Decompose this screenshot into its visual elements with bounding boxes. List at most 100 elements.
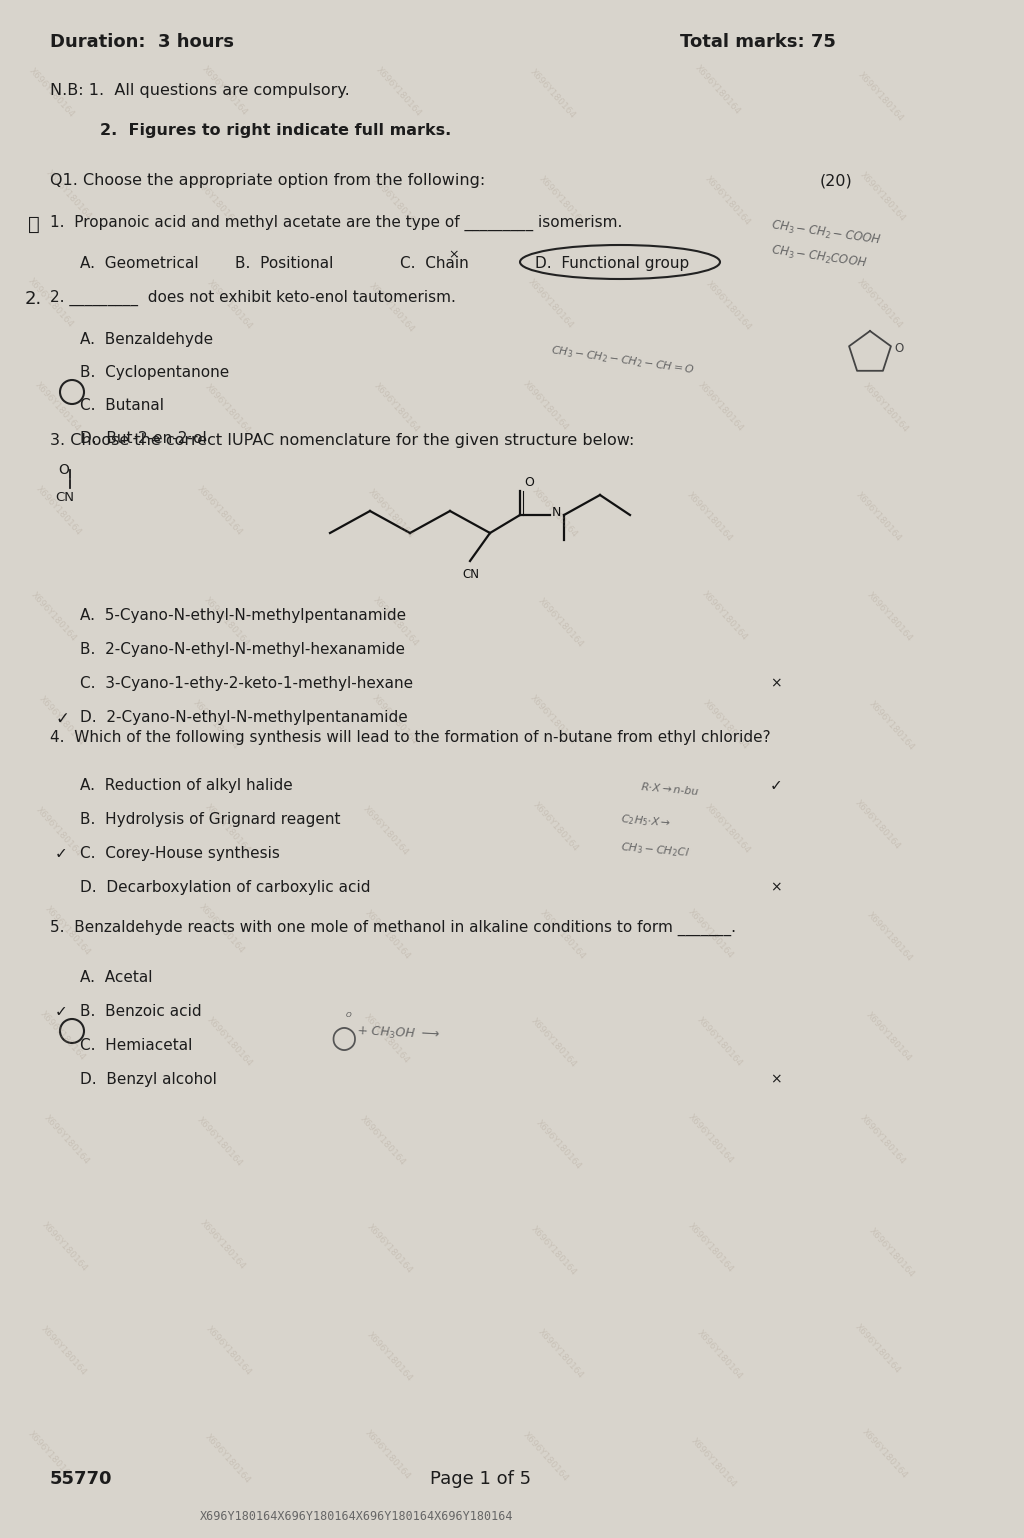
Text: X696Y180164: X696Y180164 [701, 698, 751, 752]
Text: X696Y180164: X696Y180164 [27, 1429, 76, 1483]
Text: X696Y180164: X696Y180164 [198, 903, 247, 955]
Text: X696Y180164: X696Y180164 [539, 909, 588, 961]
Text: CN: CN [462, 568, 479, 581]
Text: X696Y180164: X696Y180164 [44, 169, 93, 221]
Text: X696Y180164: X696Y180164 [528, 68, 578, 120]
Text: B.  2-Cyano-N-ethyl-N-methyl-hexanamide: B. 2-Cyano-N-ethyl-N-methyl-hexanamide [80, 641, 406, 657]
Text: X696Y180164: X696Y180164 [867, 1226, 916, 1280]
Text: X696Y180164: X696Y180164 [206, 1015, 254, 1069]
Text: X696Y180164: X696Y180164 [530, 486, 580, 540]
Text: X696Y180164: X696Y180164 [864, 1010, 913, 1063]
Text: X696Y180164: X696Y180164 [689, 1436, 738, 1489]
Text: X696Y180164: X696Y180164 [35, 484, 84, 537]
Text: X696Y180164: X696Y180164 [855, 277, 904, 331]
Text: X696Y180164: X696Y180164 [854, 1323, 902, 1375]
Text: X696Y180164: X696Y180164 [861, 381, 910, 434]
Text: X696Y180164: X696Y180164 [206, 278, 254, 332]
Text: X696Y180164: X696Y180164 [858, 171, 907, 223]
Text: X696Y180164: X696Y180164 [700, 589, 750, 643]
Text: X696Y180164: X696Y180164 [44, 904, 92, 958]
Text: X696Y180164: X696Y180164 [860, 1427, 909, 1481]
Text: A.  Acetal: A. Acetal [80, 970, 153, 984]
Text: X696Y180164: X696Y180164 [366, 1223, 415, 1275]
Text: X696Y180164: X696Y180164 [196, 484, 245, 537]
Text: X696Y180164: X696Y180164 [41, 1221, 89, 1273]
Text: X696Y180164: X696Y180164 [865, 910, 914, 963]
Text: X696Y180164: X696Y180164 [38, 695, 86, 747]
Text: $CH_3-CH_2-CH_2-CH=O$: $CH_3-CH_2-CH_2-CH=O$ [550, 343, 695, 377]
Text: X696Y180164: X696Y180164 [856, 71, 905, 123]
Text: X696Y180164: X696Y180164 [27, 277, 76, 329]
Text: 3. Choose the correct IUPAC nomenclature for the given structure below:: 3. Choose the correct IUPAC nomenclature… [50, 434, 635, 448]
Text: X696Y180164: X696Y180164 [204, 1432, 253, 1486]
Text: X696Y180164: X696Y180164 [695, 1015, 744, 1069]
Text: 1.  Propanoic acid and methyl acetate are the type of _________ isomerism.: 1. Propanoic acid and methyl acetate are… [50, 215, 623, 231]
Text: B.  Hydrolysis of Grignard reagent: B. Hydrolysis of Grignard reagent [80, 812, 341, 827]
Text: X696Y180164: X696Y180164 [865, 591, 914, 643]
Text: X696Y180164: X696Y180164 [521, 380, 570, 432]
Text: X696Y180164: X696Y180164 [362, 1012, 412, 1066]
Text: ×: × [770, 677, 781, 691]
Text: X696Y180164: X696Y180164 [30, 591, 79, 643]
Text: B.  Positional: B. Positional [234, 255, 334, 271]
Text: 2.: 2. [25, 291, 42, 308]
Text: X696Y180164: X696Y180164 [39, 1009, 87, 1063]
Text: X696Y180164: X696Y180164 [28, 66, 77, 120]
Text: ⟋: ⟋ [28, 215, 40, 234]
Text: X696Y180164: X696Y180164 [196, 1115, 245, 1169]
Text: X696Y180164: X696Y180164 [371, 694, 420, 746]
Text: A.  Benzaldehyde: A. Benzaldehyde [80, 332, 213, 348]
Text: X696Y180164: X696Y180164 [686, 1221, 735, 1275]
Text: ×: × [449, 248, 459, 261]
Text: CN: CN [55, 491, 74, 504]
Text: O: O [58, 463, 69, 477]
Text: $+\ CH_3OH\ \longrightarrow$: $+\ CH_3OH\ \longrightarrow$ [356, 1024, 440, 1043]
Text: X696Y180164: X696Y180164 [696, 380, 745, 434]
Text: C.  3-Cyano-1-ethy-2-keto-1-methyl-hexane: C. 3-Cyano-1-ethy-2-keto-1-methyl-hexane [80, 677, 413, 691]
Text: N.B: 1.  All questions are compulsory.: N.B: 1. All questions are compulsory. [50, 83, 350, 98]
Text: X696Y180164: X696Y180164 [204, 383, 253, 435]
Text: X696Y180164: X696Y180164 [686, 907, 735, 960]
Text: A.  5-Cyano-N-ethyl-N-methylpentanamide: A. 5-Cyano-N-ethyl-N-methylpentanamide [80, 608, 407, 623]
Text: X696Y180164: X696Y180164 [703, 174, 753, 228]
Text: X696Y180164: X696Y180164 [190, 174, 240, 228]
Text: D.  Decarboxylation of carboxylic acid: D. Decarboxylation of carboxylic acid [80, 880, 371, 895]
Text: X696Y180164: X696Y180164 [199, 1218, 248, 1272]
Text: $CH_3-CH_2Cl$: $CH_3-CH_2Cl$ [620, 840, 690, 860]
Text: $CH_3-CH_2COOH$: $CH_3-CH_2COOH$ [770, 243, 868, 271]
Text: A.  Geometrical: A. Geometrical [80, 255, 199, 271]
Text: 2. _________  does not exhibit keto-enol tautomerism.: 2. _________ does not exhibit keto-enol … [50, 291, 456, 306]
Text: X696Y180164: X696Y180164 [43, 1114, 91, 1166]
Text: X696Y180164: X696Y180164 [705, 280, 754, 332]
Text: X696Y180164: X696Y180164 [526, 277, 575, 331]
Text: Total marks: 75: Total marks: 75 [680, 32, 836, 51]
Text: ✓: ✓ [770, 778, 782, 794]
Text: X696Y180164: X696Y180164 [375, 66, 424, 118]
Text: X696Y180164: X696Y180164 [372, 177, 421, 229]
Text: ×: × [770, 1072, 781, 1086]
Text: X696Y180164: X696Y180164 [34, 380, 83, 434]
Text: (20): (20) [820, 172, 853, 188]
Text: D.  2-Cyano-N-ethyl-N-methylpentanamide: D. 2-Cyano-N-ethyl-N-methylpentanamide [80, 711, 408, 724]
Text: X696Y180164: X696Y180164 [685, 491, 734, 543]
Text: C.  Hemiacetal: C. Hemiacetal [80, 1038, 193, 1054]
Text: X696Y180164: X696Y180164 [858, 1114, 907, 1166]
Text: C.  Butanal: C. Butanal [80, 398, 164, 414]
Text: O: O [524, 475, 534, 489]
Text: ✓: ✓ [55, 846, 68, 861]
Text: X696Y180164: X696Y180164 [867, 700, 916, 752]
Text: X696Y180164: X696Y180164 [529, 1224, 579, 1278]
Text: X696Y180164: X696Y180164 [854, 798, 902, 852]
Text: B.  Benzoic acid: B. Benzoic acid [80, 1004, 202, 1020]
Text: X696Y180164: X696Y180164 [203, 595, 252, 649]
Text: X696Y180164: X696Y180164 [368, 281, 417, 334]
Text: X696Y180164: X696Y180164 [538, 174, 587, 228]
Text: X696Y180164: X696Y180164 [529, 1017, 579, 1069]
Text: X696Y180164: X696Y180164 [693, 63, 742, 117]
Text: X696Y180164: X696Y180164 [205, 1324, 254, 1378]
Text: Q1. Choose the appropriate option from the following:: Q1. Choose the appropriate option from t… [50, 172, 485, 188]
Text: $\bigcirc$: $\bigcirc$ [330, 1024, 357, 1054]
Text: X696Y180164: X696Y180164 [204, 803, 253, 855]
Text: 2.  Figures to right indicate full marks.: 2. Figures to right indicate full marks. [100, 123, 452, 138]
Text: Page 1 of 5: Page 1 of 5 [430, 1470, 531, 1487]
